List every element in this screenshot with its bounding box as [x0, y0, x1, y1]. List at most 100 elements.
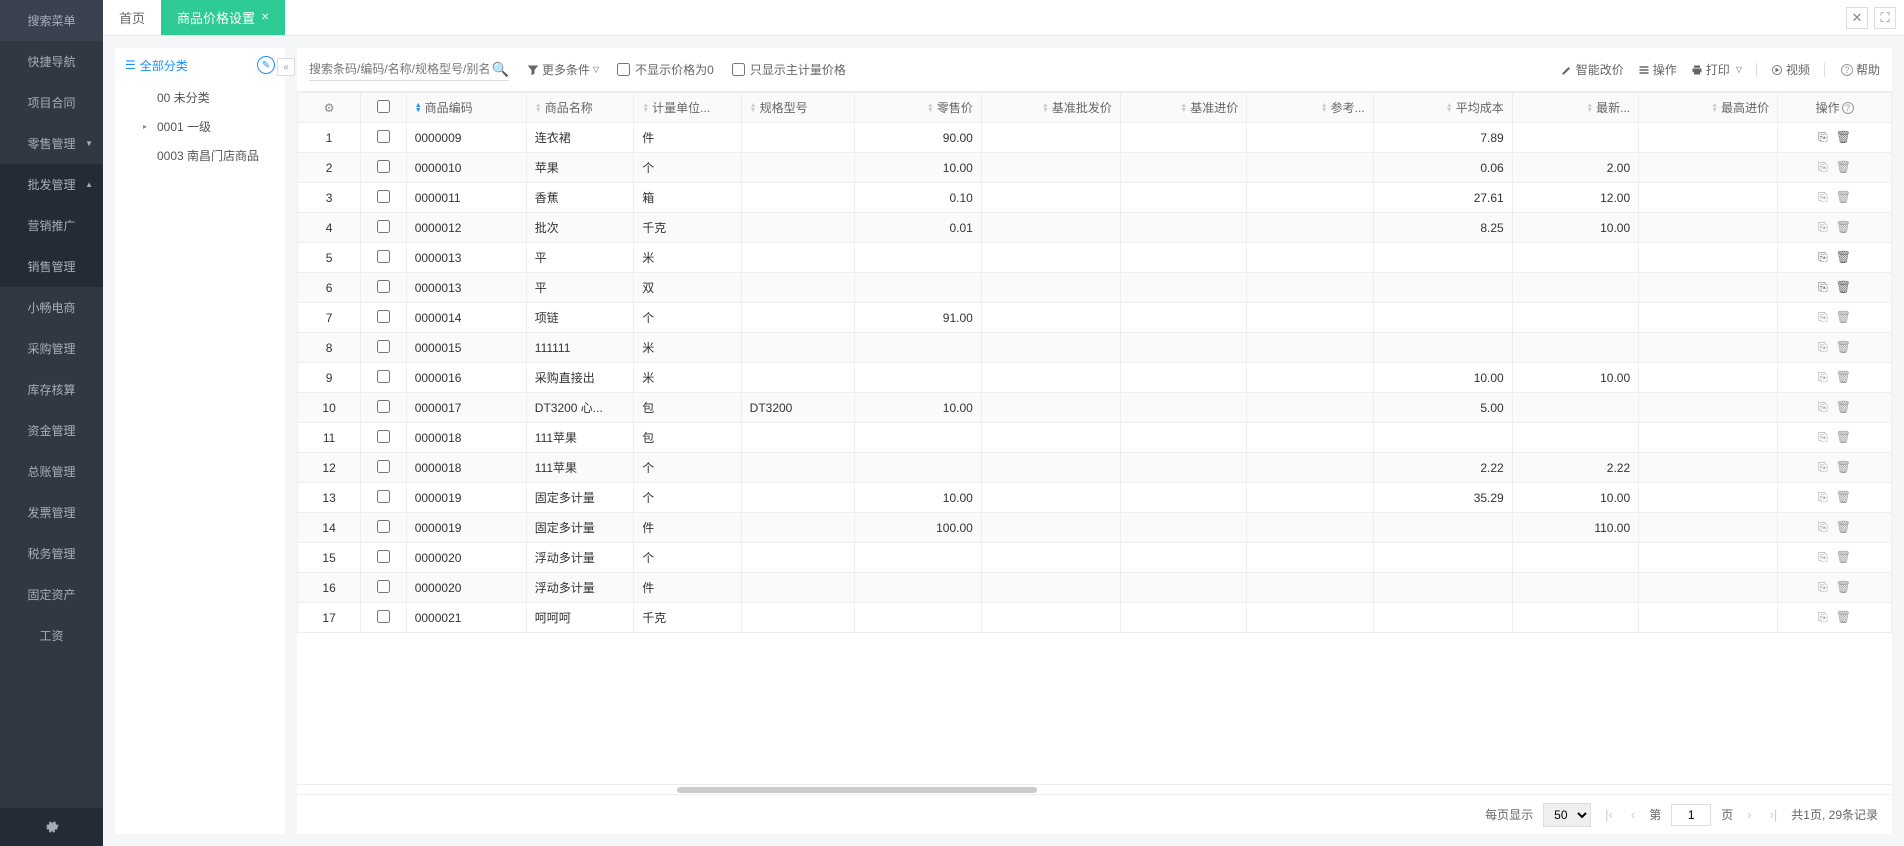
- column-header-10[interactable]: ▲▼最高进价: [1639, 93, 1778, 123]
- sort-icon: ▲▼: [1042, 103, 1049, 113]
- edit-row-icon[interactable]: ⎘: [1818, 130, 1828, 145]
- table-row[interactable]: 100000017DT3200 心...包DT320010.005.00⎘🗑: [298, 393, 1892, 423]
- delete-row-icon: 🗑: [1836, 340, 1851, 355]
- sidebar-item-10[interactable]: 发票管理: [0, 492, 103, 533]
- sidebar-item-9[interactable]: 总账管理: [0, 451, 103, 492]
- edit-row-icon[interactable]: ⎘: [1818, 280, 1828, 295]
- table-row[interactable]: 80000015111111米⎘🗑: [298, 333, 1892, 363]
- first-page-button[interactable]: |‹: [1601, 807, 1617, 822]
- page-input[interactable]: [1671, 804, 1711, 826]
- table-scroll[interactable]: ⚙ ▲▼商品编码▲▼商品名称▲▼计量单位...▲▼规格型号▲▼零售价▲▼基准批发价…: [297, 92, 1892, 784]
- edit-row-icon[interactable]: ⎘: [1818, 250, 1828, 265]
- more-conditions[interactable]: 更多条件 ▽: [527, 61, 599, 78]
- sort-icon: ▲▼: [750, 103, 757, 113]
- edit-row-icon: ⎘: [1818, 370, 1828, 385]
- next-page-button[interactable]: ›: [1743, 807, 1755, 822]
- column-header-5[interactable]: ▲▼基准批发价: [981, 93, 1120, 123]
- table-row[interactable]: 130000019固定多计量个10.0035.2910.00⎘🗑: [298, 483, 1892, 513]
- column-header-1[interactable]: ▲▼商品名称: [526, 93, 633, 123]
- main-unit-checkbox[interactable]: 只显示主计量价格: [732, 61, 846, 78]
- delete-row-icon: 🗑: [1836, 190, 1851, 205]
- column-header-3[interactable]: ▲▼规格型号: [741, 93, 855, 123]
- delete-row-icon: 🗑: [1836, 580, 1851, 595]
- column-header-9[interactable]: ▲▼最新...: [1512, 93, 1638, 123]
- video-button[interactable]: 视频: [1771, 61, 1810, 78]
- close-all-icon[interactable]: ✕: [1846, 7, 1868, 29]
- sidebar-sub-item-1[interactable]: 销售管理: [0, 246, 103, 287]
- menu-icon: ☰: [125, 58, 136, 72]
- prev-page-button[interactable]: ‹: [1627, 807, 1639, 822]
- delete-row-icon: 🗑: [1836, 310, 1851, 325]
- sidebar-item-11[interactable]: 税务管理: [0, 533, 103, 574]
- search-icon[interactable]: 🔍: [492, 61, 509, 78]
- select-all-checkbox[interactable]: [361, 93, 407, 123]
- edit-row-icon: ⎘: [1818, 550, 1828, 565]
- delete-row-icon[interactable]: 🗑: [1836, 280, 1851, 295]
- table-row[interactable]: 20000010苹果个10.000.062.00⎘🗑: [298, 153, 1892, 183]
- print-button[interactable]: 打印▽: [1691, 61, 1742, 78]
- table-row[interactable]: 140000019固定多计量件100.00110.00⎘🗑: [298, 513, 1892, 543]
- table-row[interactable]: 50000013平米⎘🗑: [298, 243, 1892, 273]
- table-row[interactable]: 90000016采购直接出米10.0010.00⎘🗑: [298, 363, 1892, 393]
- horizontal-scrollbar[interactable]: [297, 784, 1892, 794]
- table-row[interactable]: 40000012批次千克0.018.2510.00⎘🗑: [298, 213, 1892, 243]
- table-row[interactable]: 10000009连衣裙件90.007.89⎘🗑: [298, 123, 1892, 153]
- operate-button[interactable]: 操作: [1638, 61, 1677, 78]
- delete-row-icon[interactable]: 🗑: [1836, 250, 1851, 265]
- search-input[interactable]: [309, 58, 492, 80]
- column-header-8[interactable]: ▲▼平均成本: [1373, 93, 1512, 123]
- caret-icon: ▲: [85, 180, 93, 189]
- sidebar-item-8[interactable]: 资金管理: [0, 410, 103, 451]
- sidebar-item-0[interactable]: 搜索菜单: [0, 0, 103, 41]
- column-header-0[interactable]: ▲▼商品编码: [406, 93, 526, 123]
- tree-node-1[interactable]: ▸0001 一级: [115, 112, 285, 141]
- table-row[interactable]: 150000020浮动多计量个⎘🗑: [298, 543, 1892, 573]
- delete-row-icon[interactable]: 🗑: [1836, 130, 1851, 145]
- column-header-7[interactable]: ▲▼参考...: [1247, 93, 1373, 123]
- help-icon[interactable]: ?: [1842, 102, 1854, 114]
- sidebar-item-13[interactable]: 工资: [0, 615, 103, 656]
- table-row[interactable]: 170000021呵呵呵千克⎘🗑: [298, 603, 1892, 633]
- tab-1[interactable]: 商品价格设置✕: [161, 0, 285, 35]
- sidebar-item-7[interactable]: 库存核算: [0, 369, 103, 410]
- sidebar-item-4[interactable]: 批发管理▲: [0, 164, 103, 205]
- edit-icon[interactable]: ✎: [257, 56, 275, 74]
- table-row[interactable]: 60000013平双⎘🗑: [298, 273, 1892, 303]
- table-row[interactable]: 70000014项链个91.00⎘🗑: [298, 303, 1892, 333]
- hide-zero-checkbox[interactable]: 不显示价格为0: [617, 61, 714, 78]
- column-header-2[interactable]: ▲▼计量单位...: [634, 93, 741, 123]
- smart-price-button[interactable]: 智能改价: [1561, 61, 1624, 78]
- per-page-select[interactable]: 50: [1543, 803, 1591, 827]
- settings-column[interactable]: ⚙: [298, 93, 361, 123]
- edit-row-icon: ⎘: [1818, 580, 1828, 595]
- close-icon[interactable]: ✕: [261, 12, 269, 23]
- tree-header[interactable]: ☰ 全部分类 ✎: [115, 48, 285, 83]
- sort-icon: ▲▼: [415, 103, 422, 113]
- edit-row-icon: ⎘: [1818, 220, 1828, 235]
- sidebar-item-5[interactable]: 小畅电商: [0, 287, 103, 328]
- tree-node-2[interactable]: 0003 南昌门店商品: [115, 141, 285, 170]
- sidebar-item-12[interactable]: 固定资产: [0, 574, 103, 615]
- sidebar-item-6[interactable]: 采购管理: [0, 328, 103, 369]
- sort-icon: ▲▼: [1321, 103, 1328, 113]
- column-header-6[interactable]: ▲▼基准进价: [1120, 93, 1246, 123]
- table-row[interactable]: 160000020浮动多计量件⎘🗑: [298, 573, 1892, 603]
- sidebar: 搜索菜单快捷导航项目合同零售管理▼批发管理▲营销推广销售管理小畅电商采购管理库存…: [0, 0, 103, 846]
- tree-node-0[interactable]: 00 未分类: [115, 83, 285, 112]
- sidebar-sub-item-0[interactable]: 营销推广: [0, 205, 103, 246]
- column-header-11[interactable]: 操作?: [1778, 93, 1892, 123]
- help-button[interactable]: ?帮助: [1839, 61, 1880, 78]
- last-page-button[interactable]: ›|: [1766, 807, 1782, 822]
- sidebar-item-3[interactable]: 零售管理▼: [0, 123, 103, 164]
- sidebar-item-1[interactable]: 快捷导航: [0, 41, 103, 82]
- fullscreen-icon[interactable]: ⛶: [1874, 7, 1896, 29]
- tab-0[interactable]: 首页: [103, 0, 161, 35]
- settings-button[interactable]: [0, 808, 103, 846]
- sidebar-item-2[interactable]: 项目合同: [0, 82, 103, 123]
- collapse-icon[interactable]: «: [277, 58, 295, 76]
- table-row[interactable]: 110000018111苹果包⎘🗑: [298, 423, 1892, 453]
- table-row[interactable]: 30000011香蕉箱0.1027.6112.00⎘🗑: [298, 183, 1892, 213]
- table-row[interactable]: 120000018111苹果个2.222.22⎘🗑: [298, 453, 1892, 483]
- sort-icon: ▲▼: [535, 103, 542, 113]
- column-header-4[interactable]: ▲▼零售价: [855, 93, 981, 123]
